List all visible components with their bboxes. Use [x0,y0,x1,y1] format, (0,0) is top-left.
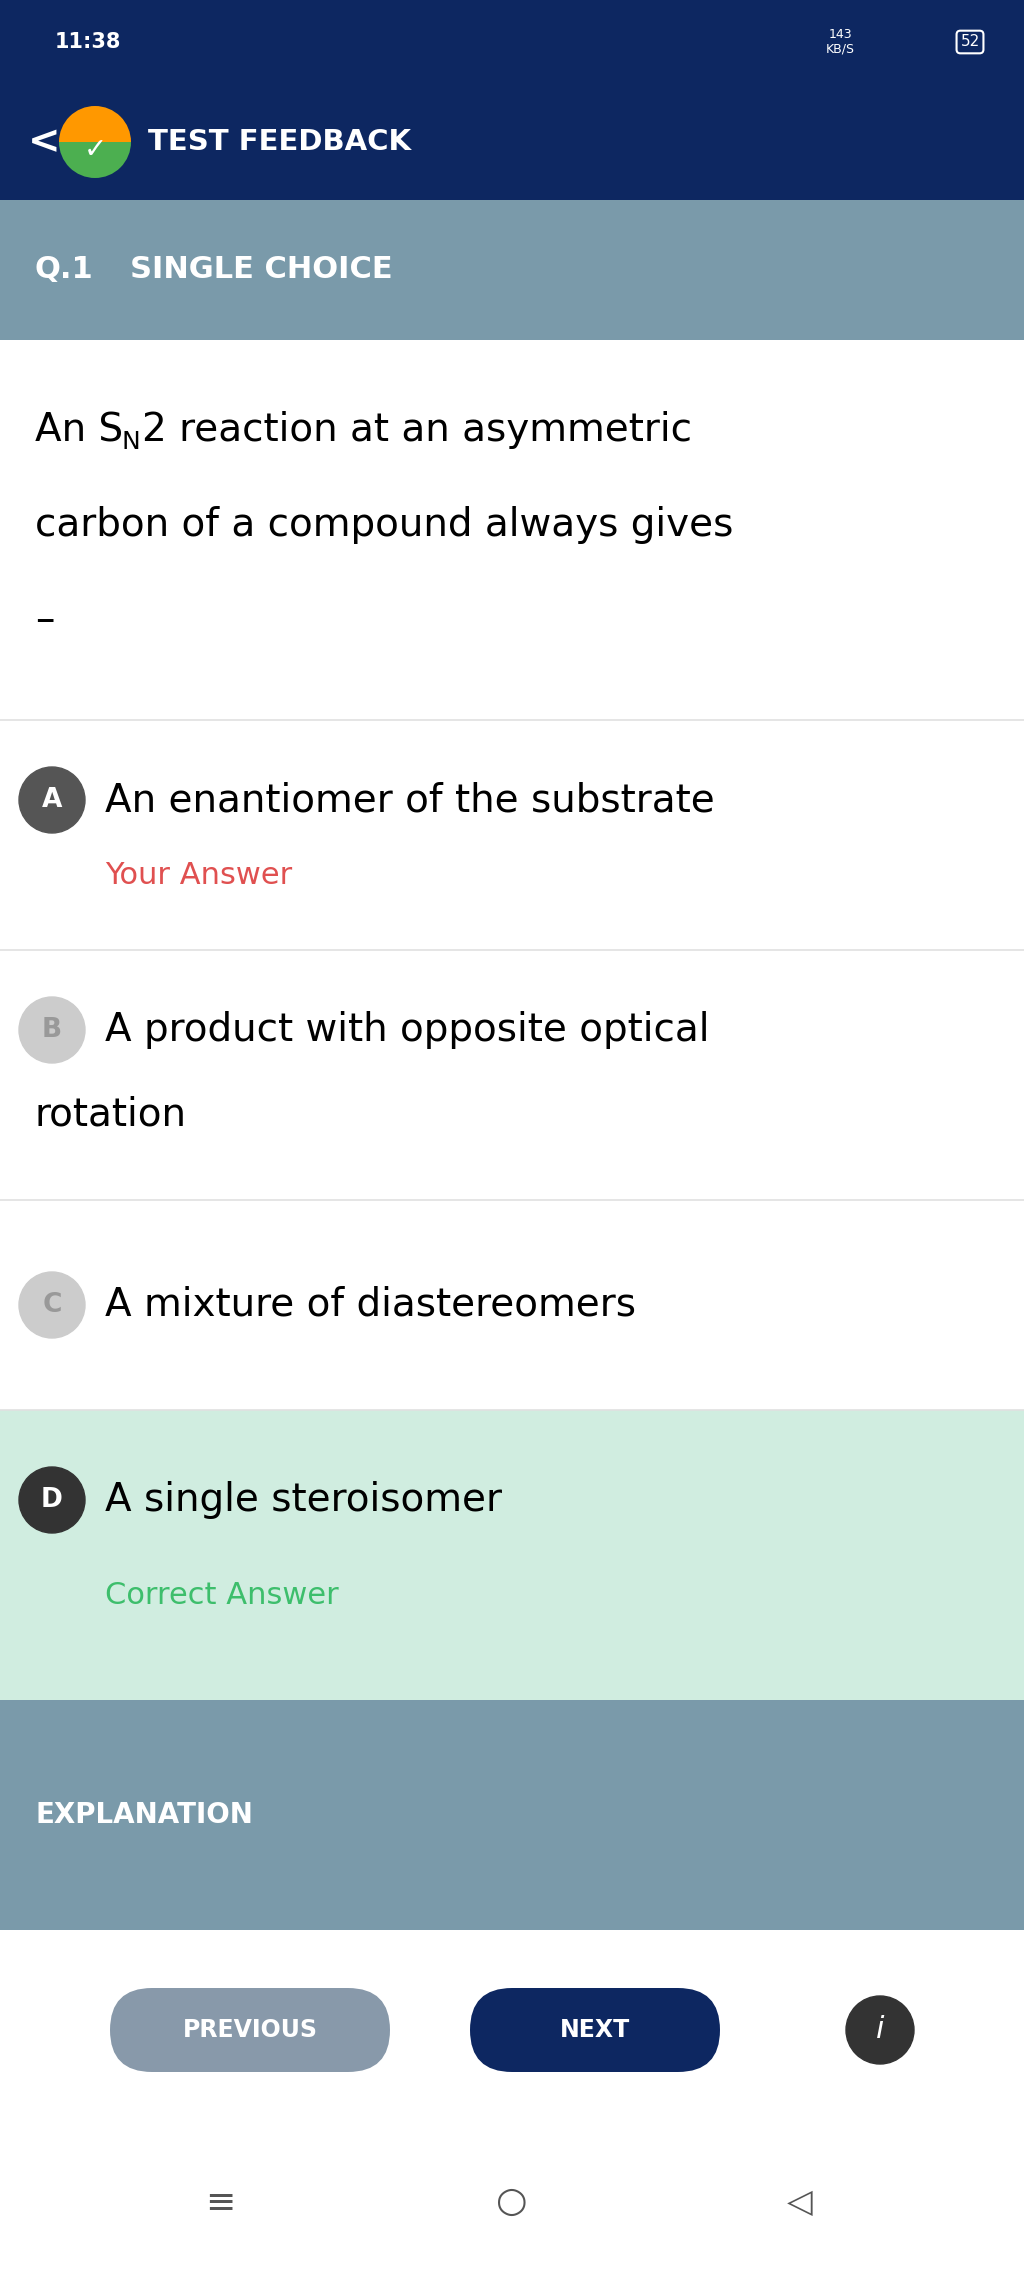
Text: N: N [122,430,140,455]
Text: A: A [42,787,62,812]
FancyBboxPatch shape [110,1988,390,2073]
Wedge shape [59,107,131,141]
Text: <: < [28,123,60,162]
Text: D: D [41,1488,62,1513]
Bar [0,951,1024,1199]
Text: 143
KB/S: 143 KB/S [825,30,854,55]
Text: i: i [876,2016,885,2045]
Text: ≡: ≡ [205,2184,236,2218]
Bar [0,1410,1024,1699]
Text: ✓: ✓ [83,136,106,164]
Circle shape [19,1467,85,1533]
Text: rotation: rotation [35,1097,187,1133]
Text: TEST FEEDBACK: TEST FEEDBACK [148,127,411,157]
Text: Q.1: Q.1 [35,255,94,284]
Bar [0,80,1024,200]
Bar [0,200,1024,339]
Text: An S: An S [35,412,123,448]
Text: ◁: ◁ [787,2186,813,2218]
Circle shape [846,1995,914,2063]
Text: An enantiomer of the substrate: An enantiomer of the substrate [105,780,715,819]
Text: C: C [42,1292,61,1317]
Text: B: B [42,1017,62,1042]
Circle shape [19,767,85,833]
Bar [0,1699,1024,1929]
Bar [0,1199,1024,1410]
Text: SINGLE CHOICE: SINGLE CHOICE [130,255,392,284]
Text: NEXT: NEXT [560,2018,630,2043]
Bar [0,339,1024,719]
Text: Your Answer: Your Answer [105,860,292,890]
Text: 11:38: 11:38 [55,32,122,52]
Text: Correct Answer: Correct Answer [105,1581,339,1608]
Circle shape [19,996,85,1062]
Text: PREVIOUS: PREVIOUS [182,2018,317,2043]
Text: A single steroisomer: A single steroisomer [105,1481,502,1520]
Wedge shape [59,141,131,177]
Text: ○: ○ [497,2184,527,2218]
FancyBboxPatch shape [470,1988,720,2073]
Text: –: – [35,601,54,639]
Bar [0,1929,1024,2129]
Text: carbon of a compound always gives: carbon of a compound always gives [35,505,733,544]
Text: A product with opposite optical: A product with opposite optical [105,1010,710,1049]
Text: EXPLANATION: EXPLANATION [35,1802,253,1829]
Text: 52: 52 [961,34,980,50]
Bar [0,2129,1024,2275]
Text: A mixture of diastereomers: A mixture of diastereomers [105,1285,636,1324]
Bar [0,0,1024,80]
Circle shape [19,1272,85,1338]
Bar [0,719,1024,951]
Text: 2 reaction at an asymmetric: 2 reaction at an asymmetric [142,412,692,448]
